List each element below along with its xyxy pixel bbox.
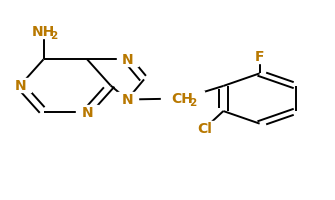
Text: Cl: Cl — [198, 122, 212, 135]
Polygon shape — [161, 92, 204, 106]
Text: N: N — [122, 93, 133, 107]
Polygon shape — [25, 25, 62, 39]
Text: N: N — [81, 105, 93, 119]
Polygon shape — [76, 105, 98, 119]
Polygon shape — [117, 93, 138, 107]
Polygon shape — [9, 79, 31, 93]
Polygon shape — [117, 53, 138, 67]
Text: N: N — [14, 79, 26, 93]
Text: NH: NH — [32, 25, 55, 39]
Text: 2: 2 — [50, 31, 57, 41]
Text: 2: 2 — [189, 98, 196, 108]
Polygon shape — [251, 50, 268, 64]
Polygon shape — [191, 122, 219, 136]
Text: N: N — [122, 53, 133, 67]
Text: F: F — [255, 50, 264, 64]
Text: CH: CH — [172, 92, 194, 106]
